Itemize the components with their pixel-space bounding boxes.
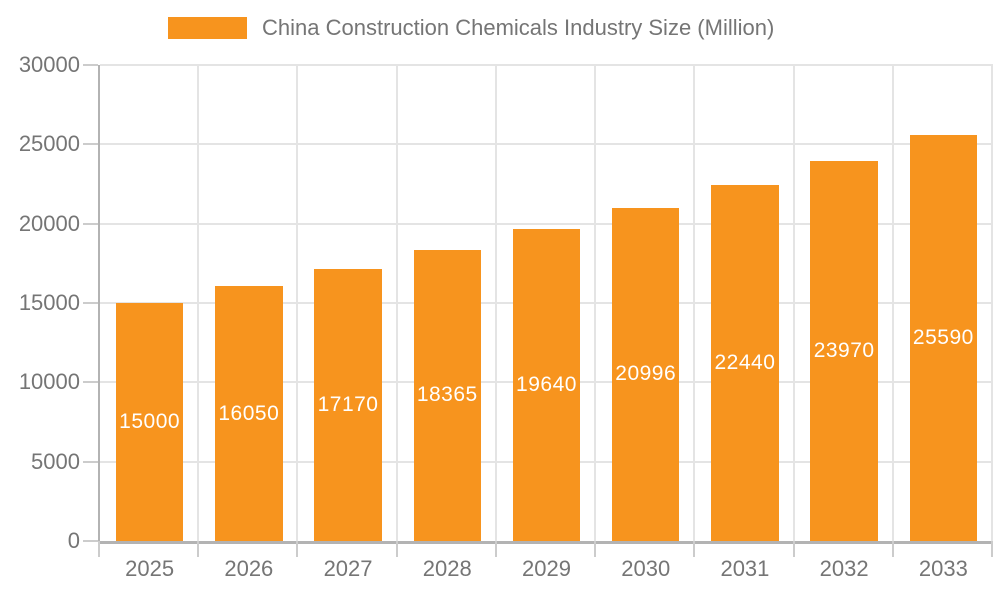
bar-2029[interactable]: 19640 [512,229,581,541]
x-axis-label-2033: 2033 [918,556,968,581]
y-axis-tick [83,222,98,225]
bar-2031[interactable]: 22440 [711,184,779,541]
bar-value-label: 19640 [516,373,577,397]
legend-label: China Construction Chemicals Industry Si… [262,15,775,40]
y-axis-tick [83,302,98,304]
bar-value-label: 16050 [218,401,280,425]
gridline-vertical [197,65,200,541]
y-axis-tick [83,381,98,384]
y-axis-label: 25000 [18,131,80,157]
gridline-vertical [594,65,597,541]
x-axis-tick [197,541,200,557]
bar-2028[interactable]: 18365 [413,249,481,541]
x-axis-label-2030: 2030 [621,556,671,581]
x-axis-tick [792,541,795,557]
bar-2032[interactable]: 23970 [810,160,878,541]
y-axis-label: 20000 [18,210,80,236]
y-axis-tick [83,460,98,463]
bar-2025[interactable]: 15000 [115,303,184,541]
bar-2027[interactable]: 17170 [314,268,382,541]
bar-value-label: 18365 [416,383,478,407]
y-axis-line [98,65,100,541]
y-axis-label: 30000 [18,52,80,77]
x-axis-label-2031: 2031 [720,556,770,581]
gridline-vertical [891,65,894,541]
bar-value-label: 22440 [714,350,776,374]
x-axis-tick [395,541,398,557]
legend-swatch [168,17,247,39]
x-axis-tick [594,541,597,557]
bar-2030[interactable]: 20996 [611,207,680,541]
x-axis-tick [296,541,299,557]
x-axis-labels: 2025 2026 2027 2028 2029 2030 2031 2032 2033 [100,556,993,588]
gridline-vertical [494,65,497,541]
x-axis-tick [991,541,993,557]
chart-legend[interactable]: China Construction Chemicals Industry Si… [168,15,774,41]
x-axis-line [98,541,993,544]
plot-area: 15000 16050 17170 18365 19640 20996 22440 23970… [83,64,993,557]
y-axis-labels: 0 5000 10000 15000 20000 25000 30000 [0,52,80,553]
gridline-vertical [792,65,795,541]
y-axis-label: 15000 [18,290,80,315]
x-axis-tick [98,541,100,557]
x-axis-label-2027: 2027 [323,556,373,581]
bar-2033[interactable]: 25590 [909,134,978,541]
gridline-vertical [296,65,299,541]
x-axis-label-2032: 2032 [819,556,869,581]
gridline-horizontal [100,222,993,225]
y-axis-tick [83,540,98,542]
bar-value-label: 25590 [912,325,974,349]
gridline-vertical [991,65,993,541]
bar-value-label: 20996 [615,362,677,386]
x-axis-label-2025: 2025 [125,556,175,581]
y-axis-tick [83,64,98,66]
x-axis-label-2028: 2028 [422,556,472,581]
bar-value-label: 15000 [119,410,181,433]
y-axis-tick [83,143,98,146]
gridline-vertical [693,65,696,541]
x-axis-label-2026: 2026 [224,556,274,581]
bar-2026[interactable]: 16050 [215,286,283,541]
gridline-horizontal [100,143,993,146]
x-axis-tick [693,541,696,557]
y-axis-label: 0 [67,528,80,553]
bar-value-label: 23970 [813,338,875,362]
gridline-horizontal [100,64,993,66]
x-axis-tick [891,541,894,557]
bar-value-label: 17170 [317,392,379,416]
x-axis-label-2029: 2029 [522,556,571,581]
x-axis-tick [494,541,497,557]
y-axis-label: 10000 [18,369,80,395]
y-axis-label: 5000 [31,448,80,474]
gridline-vertical [395,65,398,541]
